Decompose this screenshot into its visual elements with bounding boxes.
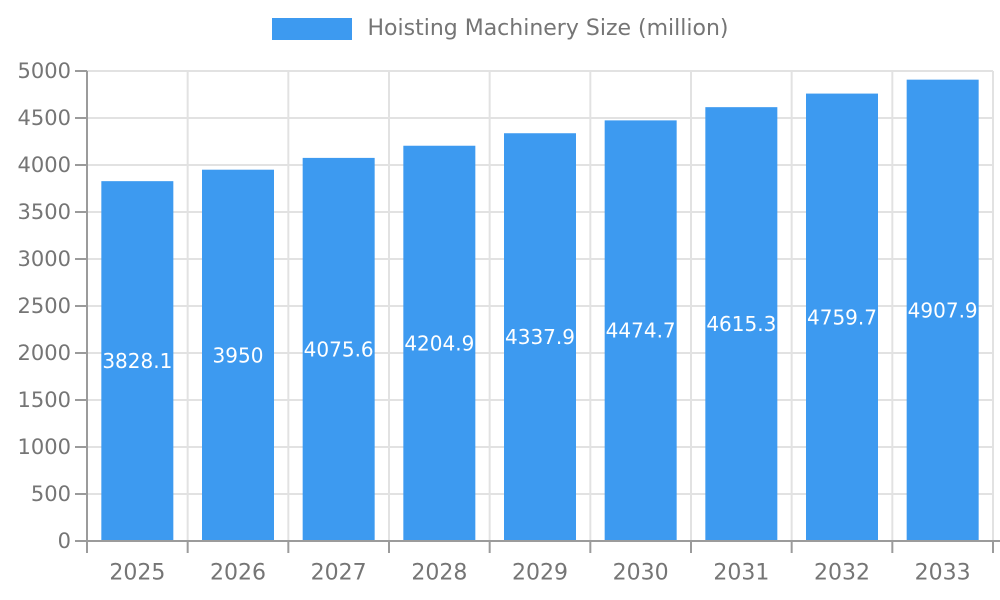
bar-value-label: 4075.6 — [304, 337, 374, 361]
y-axis-tick-label: 2500 — [18, 294, 71, 318]
x-axis-tick-label: 2031 — [713, 561, 769, 586]
bar-2031 — [705, 107, 778, 541]
x-axis-tick-label: 2025 — [109, 561, 165, 586]
bar-2027 — [302, 157, 375, 541]
x-axis-tick-label: 2029 — [512, 561, 568, 586]
bar-2033 — [906, 79, 979, 541]
y-axis-tick-label: 5000 — [18, 59, 71, 83]
y-axis-tick-label: 3000 — [18, 247, 71, 271]
bar-value-label: 4204.9 — [404, 331, 474, 355]
bar-value-label: 4337.9 — [505, 325, 575, 349]
x-axis-tick-label: 2032 — [814, 561, 870, 586]
x-axis-tick-label: 2026 — [210, 561, 266, 586]
bar-2026 — [202, 169, 274, 541]
x-axis-tick-label: 2027 — [311, 561, 367, 586]
y-axis-tick-label: 4500 — [18, 106, 71, 130]
y-axis-tick-label: 1500 — [18, 388, 71, 412]
x-axis-tick-label: 2033 — [915, 561, 971, 586]
bar-value-label: 4759.7 — [807, 305, 877, 329]
y-axis-tick-label: 0 — [58, 529, 71, 553]
y-axis-tick-label: 3500 — [18, 200, 71, 224]
legend-label: Hoisting Machinery Size (million) — [367, 16, 729, 41]
bar-2025 — [101, 181, 174, 541]
bar-value-label: 4474.7 — [606, 319, 676, 343]
x-axis-tick-label: 2028 — [411, 561, 467, 586]
bar-2032 — [806, 93, 878, 542]
bar-value-label: 3828.1 — [102, 349, 172, 373]
x-axis-tick-label: 2030 — [613, 561, 669, 586]
bar-value-label: 4907.9 — [908, 298, 978, 322]
bar-value-label: 4615.3 — [706, 312, 776, 336]
bar-2030 — [604, 120, 677, 541]
y-axis-tick-label: 4000 — [18, 153, 71, 177]
legend-swatch — [271, 17, 352, 40]
bar-value-label: 3950 — [213, 343, 264, 367]
y-axis-tick-label: 500 — [31, 482, 71, 506]
bar-2029 — [504, 133, 576, 541]
chart-legend: Hoisting Machinery Size (million) — [0, 16, 1000, 41]
y-axis-tick-label: 2000 — [18, 341, 71, 365]
bar-2028 — [403, 145, 476, 542]
y-axis-tick-label: 1000 — [18, 435, 71, 459]
